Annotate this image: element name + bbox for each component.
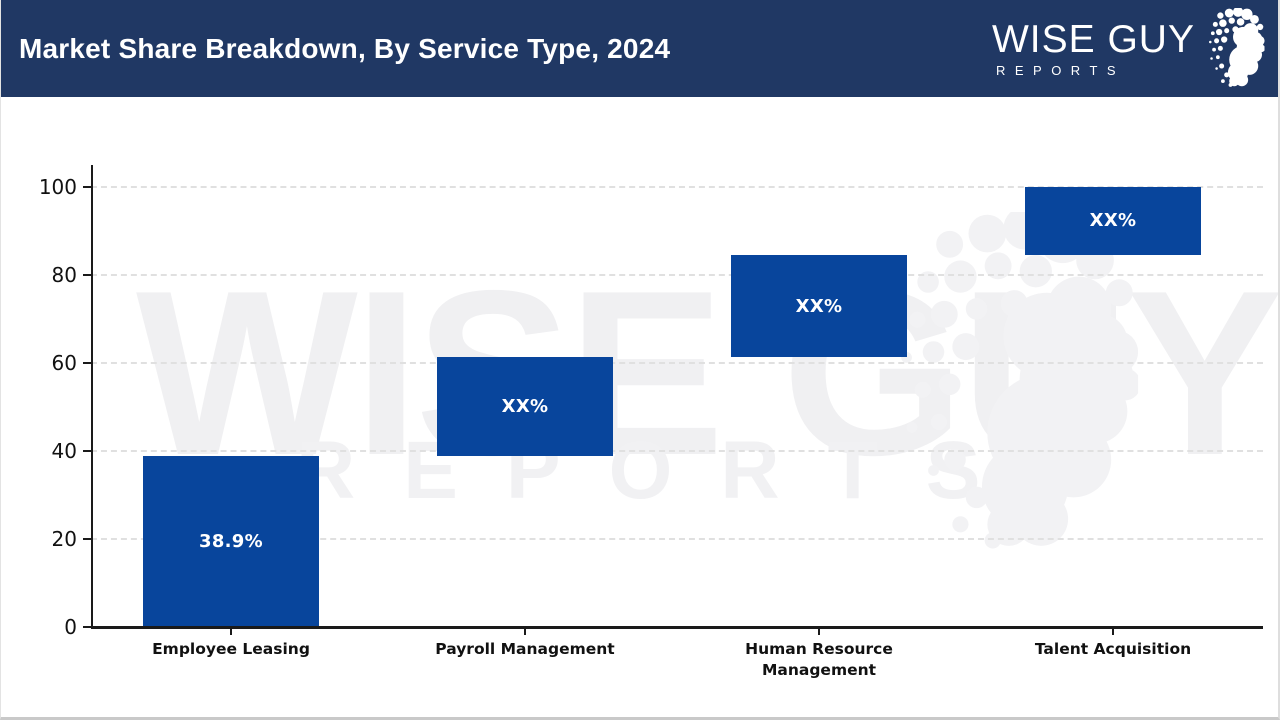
gridline-40 — [91, 449, 1263, 452]
y-tick — [83, 361, 91, 364]
gridline-100 — [91, 185, 1263, 188]
logo-name: WISE GUY — [991, 17, 1195, 61]
y-axis-tick-label: 20 — [51, 526, 77, 551]
y-axis-tick-label: 40 — [51, 438, 77, 463]
x-tick — [818, 628, 820, 635]
gridline-60 — [91, 361, 1263, 364]
head-profile-icon — [1199, 8, 1267, 90]
y-tick — [83, 273, 91, 276]
y-axis-tick-label: 100 — [38, 174, 77, 199]
bar-value-label: XX% — [501, 395, 549, 417]
y-tick — [83, 626, 91, 628]
x-axis-label: Talent Acquisition — [1034, 640, 1192, 658]
logo-tagline: REPORTS — [995, 62, 1126, 78]
x-tick — [1112, 628, 1114, 635]
logo-text: WISE GUY REPORTS — [992, 20, 1195, 78]
x-axis-label: Human Resource Management — [745, 640, 893, 679]
header-bar: Market Share Breakdown, By Service Type,… — [1, 0, 1278, 97]
x-tick — [524, 628, 526, 635]
gridline-80 — [91, 273, 1263, 276]
bar-value-label: 38.9% — [199, 530, 263, 552]
bar-human-resource-management: XX% — [731, 254, 907, 358]
bar-payroll-management: XX% — [437, 357, 613, 456]
y-axis-tick-label: 80 — [51, 262, 77, 287]
bar-value-label: XX% — [1089, 210, 1137, 232]
y-axis-line — [91, 164, 93, 627]
y-tick — [83, 449, 91, 452]
bar-talent-acquisition: XX% — [1025, 186, 1201, 255]
x-axis-label: Employee Leasing — [152, 640, 310, 658]
gridline-20 — [91, 537, 1263, 540]
y-tick — [83, 537, 91, 540]
wiseguy-logo: WISE GUY REPORTS — [992, 8, 1267, 90]
x-axis-label: Payroll Management — [435, 640, 615, 658]
y-tick — [83, 185, 91, 188]
y-axis-tick-label: 0 — [64, 615, 77, 639]
bar-employee-leasing: 38.9% — [143, 455, 319, 627]
page-title: Market Share Breakdown, By Service Type,… — [19, 32, 671, 64]
x-axis-line — [91, 626, 1263, 629]
y-axis-tick-label: 60 — [51, 350, 77, 375]
bar-value-label: XX% — [795, 295, 843, 317]
x-tick — [230, 628, 232, 635]
